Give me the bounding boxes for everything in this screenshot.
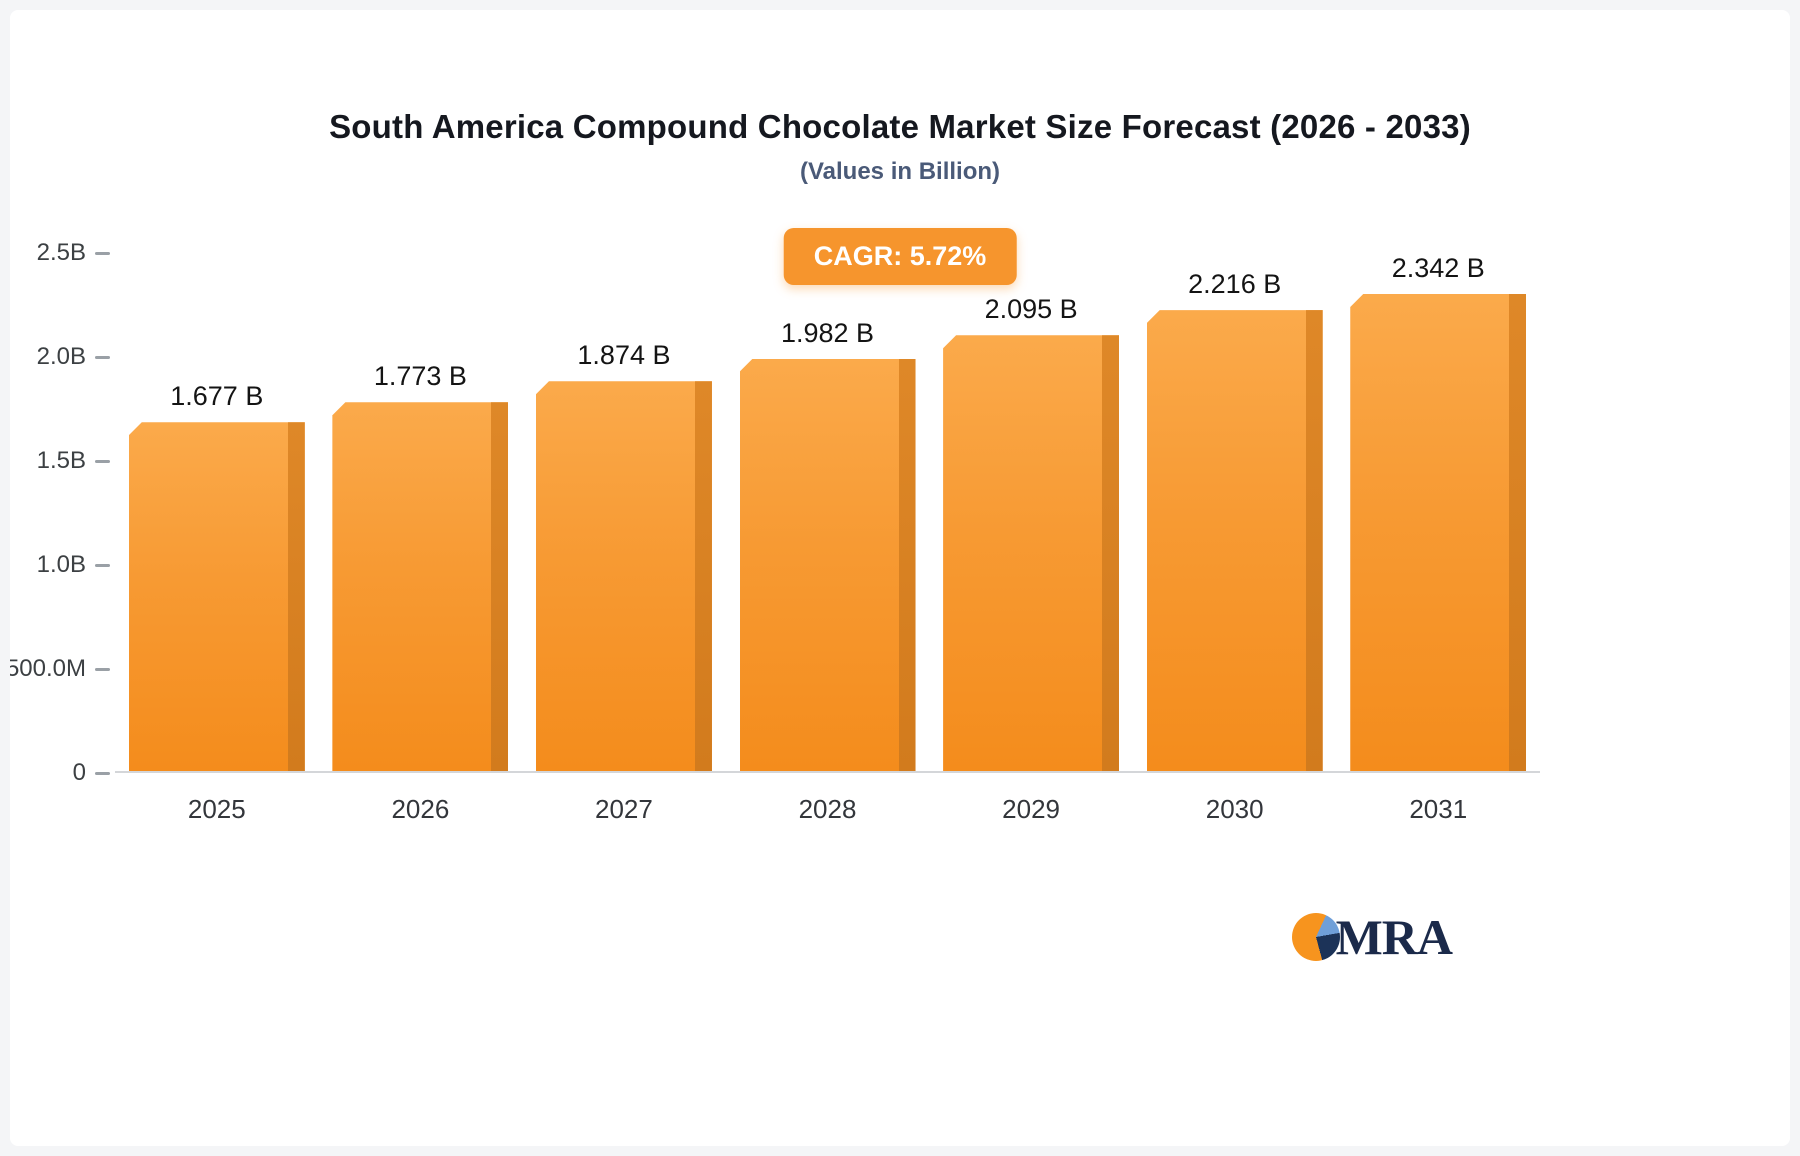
y-tick: 2.0B — [37, 343, 110, 371]
y-tick-dash — [95, 563, 110, 567]
y-tick-dash — [95, 667, 110, 671]
cagr-badge: CAGR: 5.72% — [783, 228, 1017, 285]
bar-value-label: 2.216 B — [1188, 269, 1282, 300]
bar-side-shade — [287, 422, 305, 771]
bar-2030[interactable] — [1146, 310, 1323, 771]
bar-group-2026: 1.773 B 2026 — [319, 253, 523, 824]
bar-side-shade — [491, 402, 509, 771]
bar-side-shade — [694, 381, 712, 771]
bar-value-label: 2.342 B — [1391, 253, 1485, 283]
bar-value-label: 1.874 B — [577, 340, 671, 371]
y-tick-label: 1.0B — [36, 551, 86, 578]
y-tick-dash — [95, 355, 110, 359]
y-tick: 1.5B — [37, 447, 110, 475]
brand-logo-text: MRA — [1335, 909, 1453, 965]
plot-area: 1.677 B 2025 1.773 B 2026 1.874 B 2027 1.982 B… — [115, 253, 1540, 824]
bar-2027[interactable] — [535, 381, 712, 771]
y-tick-label: 2.5B — [36, 239, 86, 266]
x-axis-label: 2029 — [1002, 794, 1061, 824]
bar-group-2030: 2.216 B 2030 — [1133, 253, 1337, 824]
bar-side-shade — [1102, 335, 1120, 771]
x-axis-label: 2030 — [1205, 794, 1264, 824]
chart-area: 2.5B 2.0B 1.5B 1.0B 500.0M 0 1.677 B 2025 1.773… — [10, 239, 1790, 853]
y-tick-dash — [95, 251, 110, 255]
y-tick-label: 1.5B — [36, 447, 86, 474]
bar-group-2031: 2.342 B 2031 — [1336, 253, 1540, 824]
bar-group-2029: 2.095 B 2029 — [929, 253, 1133, 824]
x-axis-label: 2027 — [595, 794, 653, 824]
y-tick: 500.0M — [10, 655, 110, 683]
bar-2026[interactable] — [332, 402, 509, 771]
brand-logo-icon — [1291, 913, 1340, 961]
y-tick: 1.0B — [37, 551, 110, 579]
bar-value-label: 1.677 B — [170, 381, 264, 412]
bar-value-label: 2.095 B — [984, 294, 1078, 325]
x-axis-label: 2028 — [798, 794, 857, 824]
y-tick-label: 2.0B — [36, 343, 86, 370]
y-tick: 0 — [73, 759, 110, 787]
y-tick: 2.5B — [37, 239, 110, 267]
y-axis: 2.5B 2.0B 1.5B 1.0B 500.0M 0 — [10, 239, 110, 786]
brand-logo: MRA — [1291, 908, 1453, 966]
bar-value-label: 1.773 B — [373, 361, 467, 392]
x-axis-label: 2025 — [187, 794, 246, 824]
bar-group-2025: 1.677 B 2025 — [115, 253, 319, 824]
bar-2025[interactable] — [128, 422, 305, 771]
chart-title: South America Compound Chocolate Market … — [329, 108, 1471, 145]
bar-2031[interactable] — [1350, 294, 1527, 771]
x-axis-label: 2031 — [1409, 794, 1468, 824]
bar-side-shade — [898, 358, 916, 771]
chart-subtitle: (Values in Billion) — [799, 158, 1001, 185]
bar-2028[interactable] — [739, 358, 916, 771]
bar-2029[interactable] — [943, 335, 1120, 771]
bar-group-2027: 1.874 B 2027 — [522, 253, 726, 824]
y-tick-label: 0 — [72, 759, 86, 786]
bar-group-2028: 1.982 B 2028 — [726, 253, 930, 824]
x-axis-label: 2026 — [391, 794, 450, 824]
y-tick-label: 500.0M — [10, 655, 86, 682]
bar-value-label: 1.982 B — [780, 317, 875, 348]
chart-card: South America Compound Chocolate Market … — [10, 10, 1790, 1146]
y-tick-dash — [95, 459, 110, 463]
bar-side-shade — [1509, 294, 1527, 771]
bar-side-shade — [1305, 310, 1323, 771]
y-tick-dash — [95, 771, 110, 775]
